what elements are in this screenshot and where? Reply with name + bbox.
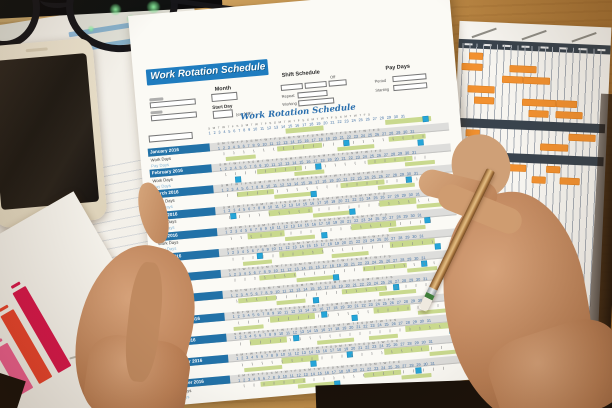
shift-off-box	[328, 79, 347, 87]
smartphone	[0, 37, 108, 229]
month-field-box	[211, 91, 238, 103]
phone-earpiece	[25, 47, 48, 53]
gantt-bar	[555, 100, 577, 109]
gantt-bar	[555, 111, 584, 120]
gantt-bar	[522, 76, 551, 85]
period-label: Period	[374, 77, 387, 84]
payday-square	[351, 315, 358, 321]
gantt-column-label	[471, 27, 497, 38]
payday-square	[349, 209, 356, 215]
gantt-bar	[461, 62, 483, 71]
gantt-bar	[568, 133, 596, 142]
field-caption-mark	[150, 110, 163, 114]
payday-square	[322, 232, 328, 239]
payday-square	[434, 244, 441, 250]
glasses-bridge	[40, 0, 74, 8]
green-glint	[110, 4, 121, 15]
gantt-bar	[546, 165, 561, 174]
repeat-label: Repeat	[281, 92, 295, 99]
employee-name-box	[148, 131, 193, 143]
gantt-bar	[540, 143, 568, 152]
document-title-banner: Work Rotation Schedule	[145, 59, 269, 86]
period-box	[392, 73, 427, 83]
month-blocks: January 2016 S M T W T F S S M T W T F S …	[147, 122, 471, 402]
red-bar-label	[10, 281, 21, 289]
off-label: Off	[329, 74, 336, 80]
starting-box	[393, 82, 428, 92]
gantt-bar	[509, 65, 538, 74]
gantt-bar	[467, 85, 496, 94]
payday-square	[422, 116, 429, 122]
shift-box	[280, 83, 304, 91]
payday-square	[418, 139, 424, 145]
gantt-bar	[559, 177, 581, 186]
gantt-bar	[531, 176, 546, 184]
shift-box	[304, 80, 327, 89]
payday-square	[235, 176, 241, 182]
shift-schedule-label: Shift Schedule	[281, 69, 321, 79]
phone-screen	[0, 53, 100, 210]
working-label: Working	[282, 100, 298, 107]
gantt-bar	[521, 98, 557, 108]
green-glint	[88, 26, 94, 32]
gantt-bar	[528, 109, 549, 118]
gantt-bar	[468, 52, 483, 60]
gantt-bar	[502, 75, 523, 84]
pay-days-label: Pay Days	[385, 63, 411, 72]
payday-square	[312, 297, 319, 303]
green-glint	[147, 1, 160, 13]
starting-label: Starting	[375, 86, 390, 93]
payday-square	[311, 361, 317, 367]
payday-square	[333, 274, 339, 280]
gantt-bar	[473, 96, 495, 105]
gantt-column-label	[521, 29, 547, 40]
gantt-column-label	[571, 31, 597, 43]
payday-square	[311, 191, 317, 197]
